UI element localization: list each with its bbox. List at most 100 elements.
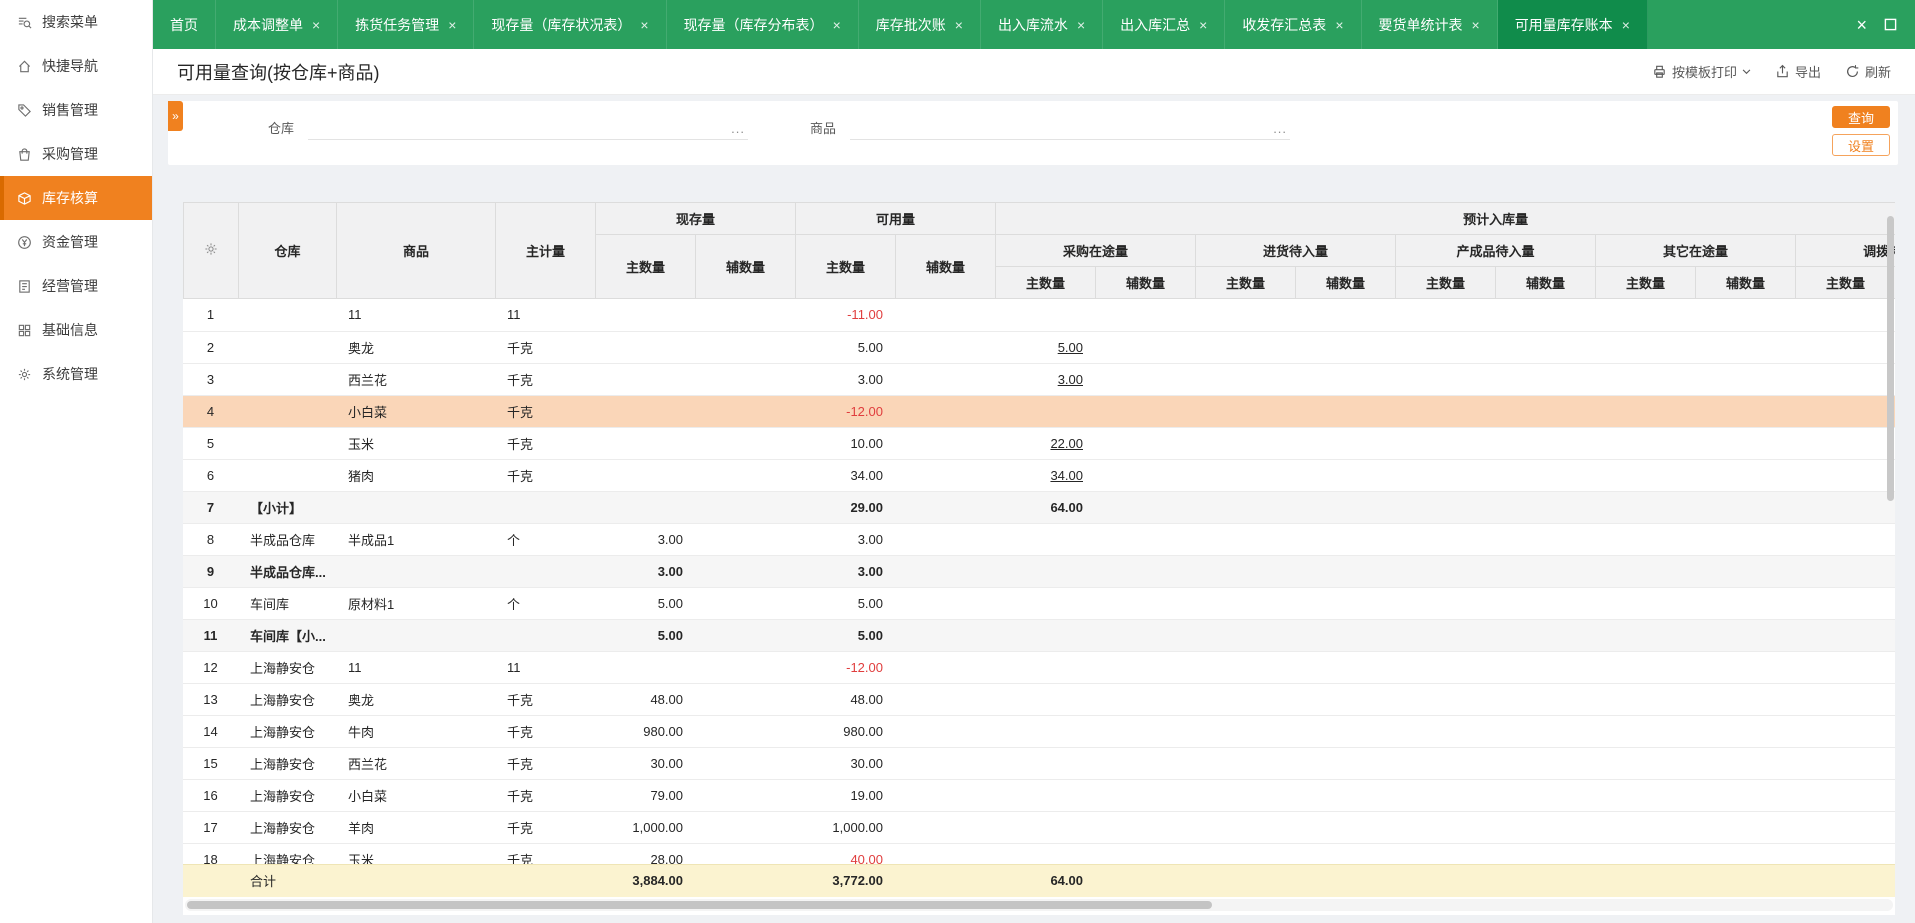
table-row[interactable]: 1 11 11 -11.00 (183, 299, 1895, 332)
sales-tag-icon (17, 103, 32, 118)
sidebar-item-base-info[interactable]: 基础信息 (0, 308, 152, 352)
expand-filter-button[interactable]: » (168, 101, 183, 131)
tab[interactable]: 现存量（库存分布表） × (667, 0, 859, 49)
sidebar-item-inventory-accounting[interactable]: 库存核算 (0, 176, 152, 220)
vertical-scrollbar[interactable] (1887, 202, 1894, 895)
fullscreen-icon[interactable] (1884, 18, 1897, 31)
column-settings-button[interactable] (183, 202, 239, 299)
tab-close-icon[interactable]: × (448, 16, 457, 33)
page-header: 可用量查询(按仓库+商品) 按模板打印 导出 (153, 49, 1915, 95)
tab[interactable]: 成本调整单 × (216, 0, 339, 49)
table-row[interactable]: 16 上海静安仓 小白菜 千克 79.00 19.00 (183, 779, 1895, 812)
warehouse-filter: 仓库 ... (268, 114, 749, 140)
col-header-product: 商品 (336, 202, 496, 299)
base-info-grid-icon (17, 323, 32, 338)
print-by-template-button[interactable]: 按模板打印 (1652, 62, 1751, 81)
grid-header: 仓库 商品 主计量 现存量 可用量 预计入库量 主数量 辅数量 主数量 辅数量 (183, 202, 1895, 299)
tab-label: 现存量（库存分布表） (683, 16, 824, 33)
col-header-aux-qty: 辅数量 (1295, 266, 1397, 299)
tab[interactable]: 要货单统计表 × (1362, 0, 1498, 49)
close-icon[interactable]: × (1856, 14, 1867, 35)
settings-button[interactable]: 设置 (1832, 134, 1890, 156)
sidebar-item-funds-mgmt[interactable]: 资金管理 (0, 220, 152, 264)
tab-strip: 首页 成本调整单 × 拣货任务管理 × 现存量（库存状况表） × 现存量（库存分布表） × 库存批… (153, 0, 1838, 49)
tab[interactable]: 拣货任务管理 × (338, 0, 475, 49)
table-row[interactable]: 8 半成品仓库 半成品1 个 3.00 3.00 (183, 523, 1895, 556)
table-row[interactable]: 18 上海静安仓 玉米 千克 28.00 40.00 (183, 843, 1895, 864)
sidebar-item-purchase-mgmt[interactable]: 采购管理 (0, 132, 152, 176)
query-button[interactable]: 查询 (1832, 106, 1890, 128)
tab[interactable]: 首页 (153, 0, 216, 49)
tab-close-icon[interactable]: × (1199, 16, 1208, 33)
vertical-scrollbar-thumb[interactable] (1887, 216, 1894, 501)
tab-active[interactable]: 可用量库存账本 × (1497, 0, 1648, 49)
refresh-label: 刷新 (1864, 65, 1891, 80)
tab-close-icon[interactable]: × (640, 16, 649, 33)
table-row[interactable]: 17 上海静安仓 羊肉 千克 1,000.00 1,000.00 (183, 811, 1895, 844)
table-row[interactable]: 6 猪肉 千克 34.00 34.00 (183, 459, 1895, 492)
warehouse-input[interactable]: ... (308, 114, 749, 140)
table-row[interactable]: 3 西兰花 千克 3.00 3.00 (183, 363, 1895, 396)
chevron-down-icon (1742, 68, 1751, 75)
refresh-icon (1845, 64, 1860, 79)
tab-close-icon[interactable]: × (1335, 16, 1344, 33)
col-header-aux-qty: 辅数量 (1695, 266, 1797, 299)
tab-close-icon[interactable]: × (1471, 16, 1480, 33)
product-input[interactable]: ... (850, 114, 1291, 140)
tab-close-icon[interactable]: × (1621, 16, 1630, 33)
warehouse-label: 仓库 (268, 120, 295, 136)
page-title: 可用量查询(按仓库+商品) (177, 62, 380, 83)
subtotal-row[interactable]: 11 车间库【小... 5.00 5.00 (183, 619, 1895, 652)
tab-close-icon[interactable]: × (832, 16, 841, 33)
horizontal-scrollbar[interactable] (185, 899, 1893, 911)
product-label: 商品 (810, 120, 837, 136)
sidebar-item-sales-mgmt[interactable]: 销售管理 (0, 88, 152, 132)
group-header-finished-goods-pending: 产成品待入量 (1395, 234, 1597, 267)
data-grid: 仓库 商品 主计量 现存量 可用量 预计入库量 主数量 辅数量 主数量 辅数量 (183, 202, 1895, 915)
horizontal-scrollbar-thumb[interactable] (187, 901, 1212, 909)
sidebar-item-label: 搜索菜单 (42, 14, 98, 30)
warehouse-lookup-button[interactable]: ... (731, 121, 746, 136)
sidebar-item-quick-nav[interactable]: 快捷导航 (0, 44, 152, 88)
print-label: 按模板打印 (1671, 65, 1737, 80)
sidebar-item-label: 资金管理 (42, 234, 98, 250)
tab[interactable]: 出入库流水 × (981, 0, 1104, 49)
purchase-bag-icon (17, 147, 32, 162)
subtotal-row[interactable]: 7 【小计】 29.00 64.00 (183, 491, 1895, 524)
tab-close-icon[interactable]: × (312, 16, 321, 33)
tab[interactable]: 库存批次账 × (859, 0, 981, 49)
drill-down-link[interactable]: 22.00 (1050, 435, 1083, 451)
group-header-purchase-in-transit: 采购在途量 (995, 234, 1197, 267)
search-menu-icon (17, 15, 32, 30)
drill-down-link[interactable]: 3.00 (1057, 371, 1083, 387)
sidebar-item-operations-mgmt[interactable]: 经营管理 (0, 264, 152, 308)
table-row[interactable]: 12 上海静安仓 11 11 -12.00 (183, 651, 1895, 684)
table-row[interactable]: 14 上海静安仓 牛肉 千克 980.00 980.00 (183, 715, 1895, 748)
sidebar-item-system-mgmt[interactable]: 系统管理 (0, 352, 152, 396)
tab[interactable]: 收发存汇总表 × (1225, 0, 1362, 49)
drill-down-link[interactable]: 5.00 (1057, 339, 1083, 355)
table-row[interactable]: 2 奥龙 千克 5.00 5.00 (183, 331, 1895, 364)
system-gear-icon (17, 367, 32, 382)
tab[interactable]: 现存量（库存状况表） × (474, 0, 667, 49)
refresh-button[interactable]: 刷新 (1845, 62, 1891, 81)
col-header-aux-qty: 辅数量 (1095, 266, 1197, 299)
export-icon (1775, 64, 1790, 79)
tab[interactable]: 出入库汇总 × (1103, 0, 1226, 49)
table-row[interactable]: 13 上海静安仓 奥龙 千克 48.00 48.00 (183, 683, 1895, 716)
tab-label: 库存批次账 (875, 16, 946, 33)
product-lookup-button[interactable]: ... (1273, 121, 1288, 136)
table-row[interactable]: 10 车间库 原材料1 个 5.00 5.00 (183, 587, 1895, 620)
drill-down-link[interactable]: 34.00 (1050, 467, 1083, 483)
funds-coin-icon (17, 235, 32, 250)
subtotal-row[interactable]: 9 半成品仓库... 3.00 3.00 (183, 555, 1895, 588)
export-button[interactable]: 导出 (1775, 62, 1821, 81)
tab-close-icon[interactable]: × (954, 16, 963, 33)
export-label: 导出 (1794, 65, 1821, 80)
sidebar-item-search-menu[interactable]: 搜索菜单 (0, 0, 152, 44)
table-row[interactable]: 15 上海静安仓 西兰花 千克 30.00 30.00 (183, 747, 1895, 780)
tab-close-icon[interactable]: × (1076, 16, 1086, 33)
table-row[interactable]: 5 玉米 千克 10.00 22.00 (183, 427, 1895, 460)
table-row[interactable]: 4 小白菜 千克 -12.00 (183, 395, 1895, 428)
sidebar-item-label: 基础信息 (42, 322, 98, 338)
